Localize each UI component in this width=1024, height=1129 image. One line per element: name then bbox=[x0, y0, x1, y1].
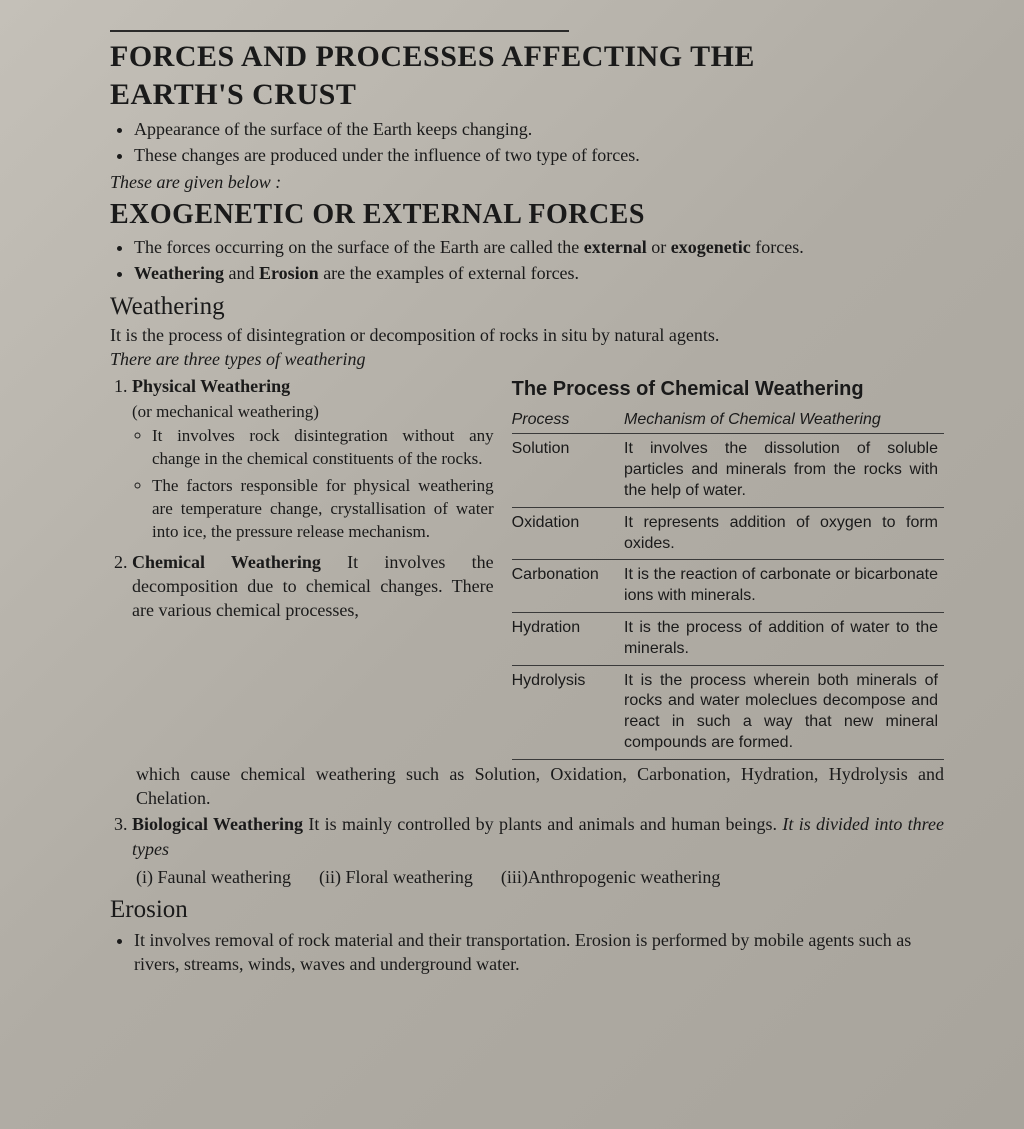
title-line-2: EARTH'S CRUST bbox=[110, 78, 356, 111]
title-line-1: FORCES AND PROCESSES AFFECTING THE bbox=[110, 40, 755, 73]
bio-sub-item: (iii)Anthropogenic weathering bbox=[501, 867, 720, 888]
intro-italic: These are given below : bbox=[110, 172, 944, 193]
inner-bullet: The factors responsible for physical wea… bbox=[152, 475, 494, 544]
weathering-types-list: Physical Weathering (or mechanical weath… bbox=[110, 374, 494, 622]
col-header-mechanism: Mechanism of Chemical Weathering bbox=[624, 407, 944, 434]
proc-mech: It is the process of addition of water t… bbox=[624, 613, 944, 666]
erosion-bullets: It involves removal of rock material and… bbox=[110, 928, 944, 977]
right-column: The Process of Chemical Weathering Proce… bbox=[512, 374, 944, 759]
bio-sub-item: (i) Faunal weathering bbox=[136, 867, 291, 888]
process-table-body: SolutionIt involves the dissolution of s… bbox=[512, 434, 944, 759]
exo-bullet: Weathering and Erosion are the examples … bbox=[134, 261, 944, 285]
proc-name: Hydration bbox=[512, 613, 624, 666]
proc-mech: It represents addition of oxygen to form… bbox=[624, 507, 944, 560]
text: and bbox=[224, 263, 259, 283]
proc-name: Solution bbox=[512, 434, 624, 507]
text: are the examples of external forces. bbox=[319, 263, 579, 283]
item-title: Physical Weathering bbox=[132, 376, 290, 396]
physical-bullets: It involves rock disintegration without … bbox=[132, 425, 494, 544]
col-header-process: Process bbox=[512, 407, 624, 434]
proc-name: Oxidation bbox=[512, 507, 624, 560]
proc-mech: It is the process wherein both minerals … bbox=[624, 665, 944, 759]
process-table-title: The Process of Chemical Weathering bbox=[512, 378, 944, 401]
intro-bullets: Appearance of the surface of the Earth k… bbox=[110, 117, 944, 168]
bold-text: Weathering bbox=[134, 263, 224, 283]
list-item-chemical: Chemical Weathering It involves the deco… bbox=[132, 550, 494, 623]
table-row: HydrolysisIt is the process wherein both… bbox=[512, 665, 944, 759]
list-item-physical: Physical Weathering (or mechanical weath… bbox=[132, 374, 494, 543]
table-row: HydrationIt is the process of addition o… bbox=[512, 613, 944, 666]
bold-text: external bbox=[584, 237, 647, 257]
weathering-types-list-cont: Biological Weathering It is mainly contr… bbox=[110, 812, 944, 861]
proc-name: Carbonation bbox=[512, 560, 624, 613]
bold-text: Erosion bbox=[259, 263, 319, 283]
two-column-section: Physical Weathering (or mechanical weath… bbox=[110, 374, 944, 759]
text: forces. bbox=[751, 237, 804, 257]
weathering-italic: There are three types of weathering bbox=[110, 349, 944, 370]
erosion-heading: Erosion bbox=[110, 896, 944, 924]
weathering-heading: Weathering bbox=[110, 293, 944, 321]
erosion-bullet: It involves removal of rock material and… bbox=[134, 928, 944, 977]
intro-bullet: These changes are produced under the inf… bbox=[134, 143, 944, 167]
bio-sub-item: (ii) Floral weathering bbox=[319, 867, 473, 888]
exo-bullet: The forces occurring on the surface of t… bbox=[134, 235, 944, 259]
bold-text: exogenetic bbox=[671, 237, 751, 257]
exo-bullets: The forces occurring on the surface of t… bbox=[110, 235, 944, 286]
proc-name: Hydrolysis bbox=[512, 665, 624, 759]
table-row: CarbonationIt is the reaction of carbona… bbox=[512, 560, 944, 613]
table-row: OxidationIt represents addition of oxyge… bbox=[512, 507, 944, 560]
process-table: Process Mechanism of Chemical Weathering… bbox=[512, 407, 944, 759]
bio-body: It is mainly controlled by plants and an… bbox=[303, 814, 782, 834]
item-subtitle: (or mechanical weathering) bbox=[132, 402, 319, 421]
main-title: FORCES AND PROCESSES AFFECTING THE EARTH… bbox=[110, 38, 944, 113]
text: or bbox=[647, 237, 671, 257]
table-header-row: Process Mechanism of Chemical Weathering bbox=[512, 407, 944, 434]
text: The forces occurring on the surface of t… bbox=[134, 237, 584, 257]
page: FORCES AND PROCESSES AFFECTING THE EARTH… bbox=[0, 0, 1024, 1129]
left-column: Physical Weathering (or mechanical weath… bbox=[110, 374, 494, 759]
chem-body-full: which cause chemical weathering such as … bbox=[136, 762, 944, 811]
inner-bullet: It involves rock disintegration without … bbox=[152, 425, 494, 471]
proc-mech: It involves the dissolution of soluble p… bbox=[624, 434, 944, 507]
item-title: Chemical Weathering bbox=[132, 552, 321, 572]
intro-bullet: Appearance of the surface of the Earth k… bbox=[134, 117, 944, 141]
section-heading-exogenetic: EXOGENETIC OR EXTERNAL FORCES bbox=[110, 199, 944, 231]
bio-subtypes: (i) Faunal weathering (ii) Floral weathe… bbox=[136, 867, 944, 888]
item-title: Biological Weathering bbox=[132, 814, 303, 834]
top-rule bbox=[110, 30, 569, 32]
proc-mech: It is the reaction of carbonate or bicar… bbox=[624, 560, 944, 613]
table-row: SolutionIt involves the dissolution of s… bbox=[512, 434, 944, 507]
weathering-para: It is the process of disintegration or d… bbox=[110, 323, 944, 347]
list-item-biological: Biological Weathering It is mainly contr… bbox=[132, 812, 944, 861]
